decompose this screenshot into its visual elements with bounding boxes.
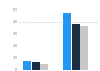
Bar — [40, 64, 48, 70]
Bar — [72, 24, 80, 70]
Bar — [23, 61, 31, 70]
Bar — [63, 13, 71, 70]
Bar — [32, 62, 40, 70]
Bar — [80, 26, 88, 70]
